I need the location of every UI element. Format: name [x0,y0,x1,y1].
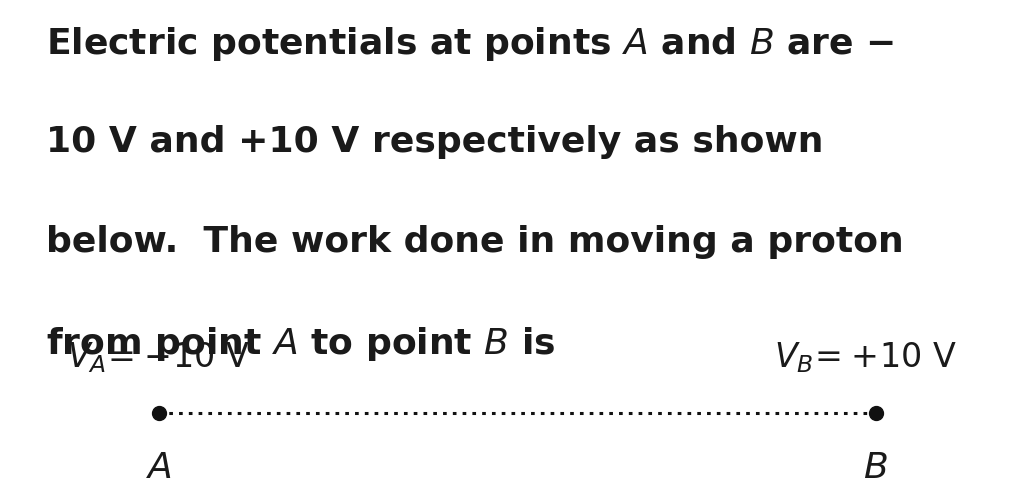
Text: 10 V and +10 V respectively as shown: 10 V and +10 V respectively as shown [46,125,823,159]
Text: below.  The work done in moving a proton: below. The work done in moving a proton [46,225,904,259]
Text: $\mathit{B}$: $\mathit{B}$ [863,450,888,484]
Text: $\mathit{A}$: $\mathit{A}$ [145,450,172,484]
Text: $V_A\! =\! -\!10\ \mathrm{V}$: $V_A\! =\! -\!10\ \mathrm{V}$ [67,340,250,375]
Text: Electric potentials at points $\mathit{A}$ and $\mathit{B}$ are −: Electric potentials at points $\mathit{A… [46,25,894,63]
Text: from point $\mathit{A}$ to point $\mathit{B}$ is: from point $\mathit{A}$ to point $\mathi… [46,325,555,363]
Text: $V_B\! =\! +\!10\ \mathrm{V}$: $V_B\! =\! +\!10\ \mathrm{V}$ [774,340,957,375]
